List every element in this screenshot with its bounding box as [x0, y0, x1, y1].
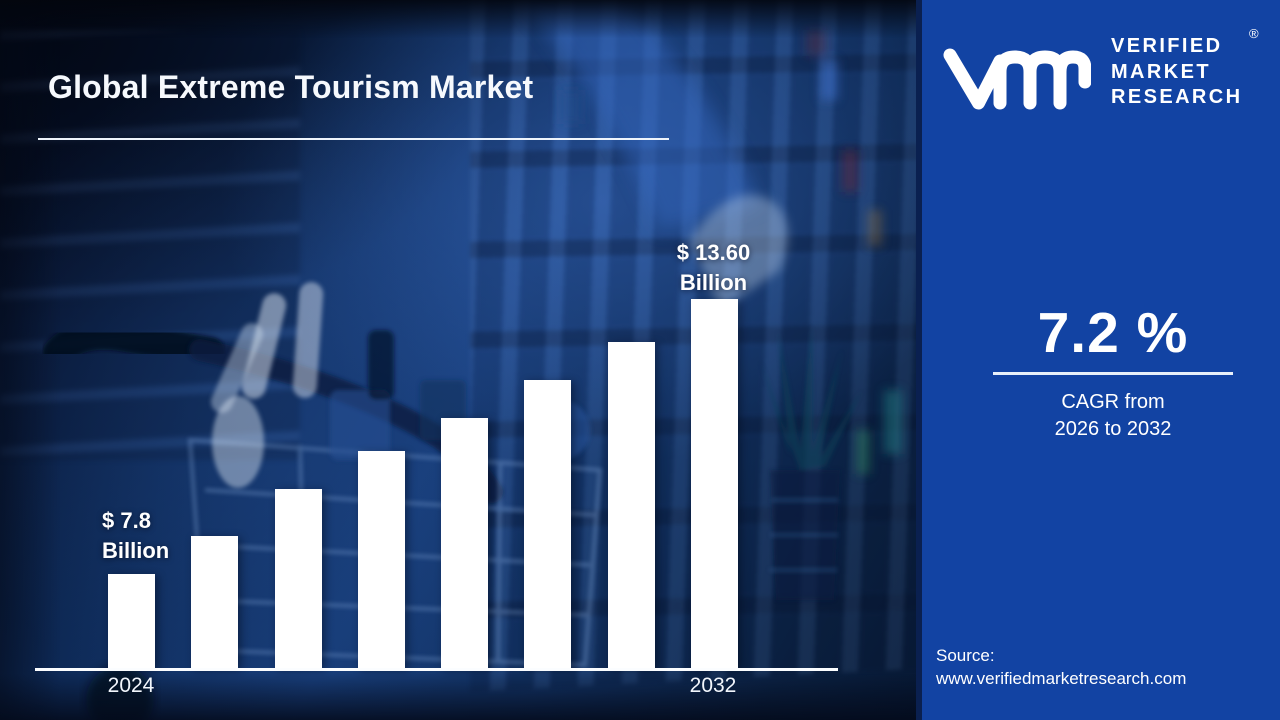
chart-panel: Global Extreme Tourism Market $ 7.8 Bill… [0, 0, 916, 720]
vmr-monogram-icon [943, 48, 1091, 110]
first-bar-value-label: $ 7.8 Billion [102, 506, 169, 566]
bar [690, 299, 738, 668]
bar [108, 574, 155, 668]
registered-trademark-icon: ® [1249, 26, 1259, 41]
title-underline [38, 138, 669, 140]
source-website-link[interactable]: www.verifiedmarketresearch.com [936, 669, 1187, 688]
bar [441, 418, 489, 668]
source-label: Source: [936, 646, 995, 665]
brand-panel: VERIFIED MARKET RESEARCH ® 7.2 % CAGR fr… [922, 0, 1280, 720]
cagr-caption: CAGR from 2026 to 2032 [946, 389, 1280, 443]
brand-name-line1: VERIFIED [1111, 35, 1223, 57]
x-axis-line [35, 668, 838, 671]
brand-name-line2: MARKET [1111, 60, 1211, 83]
bar [607, 342, 655, 668]
cagr-caption-line2: 2026 to 2032 [1054, 418, 1172, 440]
source-block: Source: www.verifiedmarketresearch.com [936, 644, 1186, 690]
x-tick-2032: 2032 [689, 674, 737, 697]
bar-series [108, 0, 738, 668]
cagr-caption-line1: CAGR from [1061, 391, 1165, 413]
first-bar-value-line2: Billion [102, 538, 170, 563]
x-tick-2024: 2024 [107, 674, 155, 697]
last-bar-value-label: $ 13.60 Billion [633, 238, 794, 298]
bar [524, 380, 572, 668]
bar [274, 489, 322, 668]
page-title: Global Extreme Tourism Market [48, 69, 534, 106]
panel-divider [916, 0, 922, 720]
brand-name-line3: RESEARCH [1111, 86, 1243, 108]
first-bar-value-line1: $ 7.8 [102, 508, 151, 533]
bar [191, 536, 239, 668]
cagr-underline [993, 372, 1233, 375]
brand-name: VERIFIED MARKET RESEARCH [1111, 34, 1242, 111]
last-bar-value-line1: $ 13.60 [676, 240, 751, 265]
bar [357, 451, 405, 668]
cagr-value: 7.2 % [1037, 301, 1189, 365]
last-bar-value-line2: Billion [679, 270, 748, 295]
